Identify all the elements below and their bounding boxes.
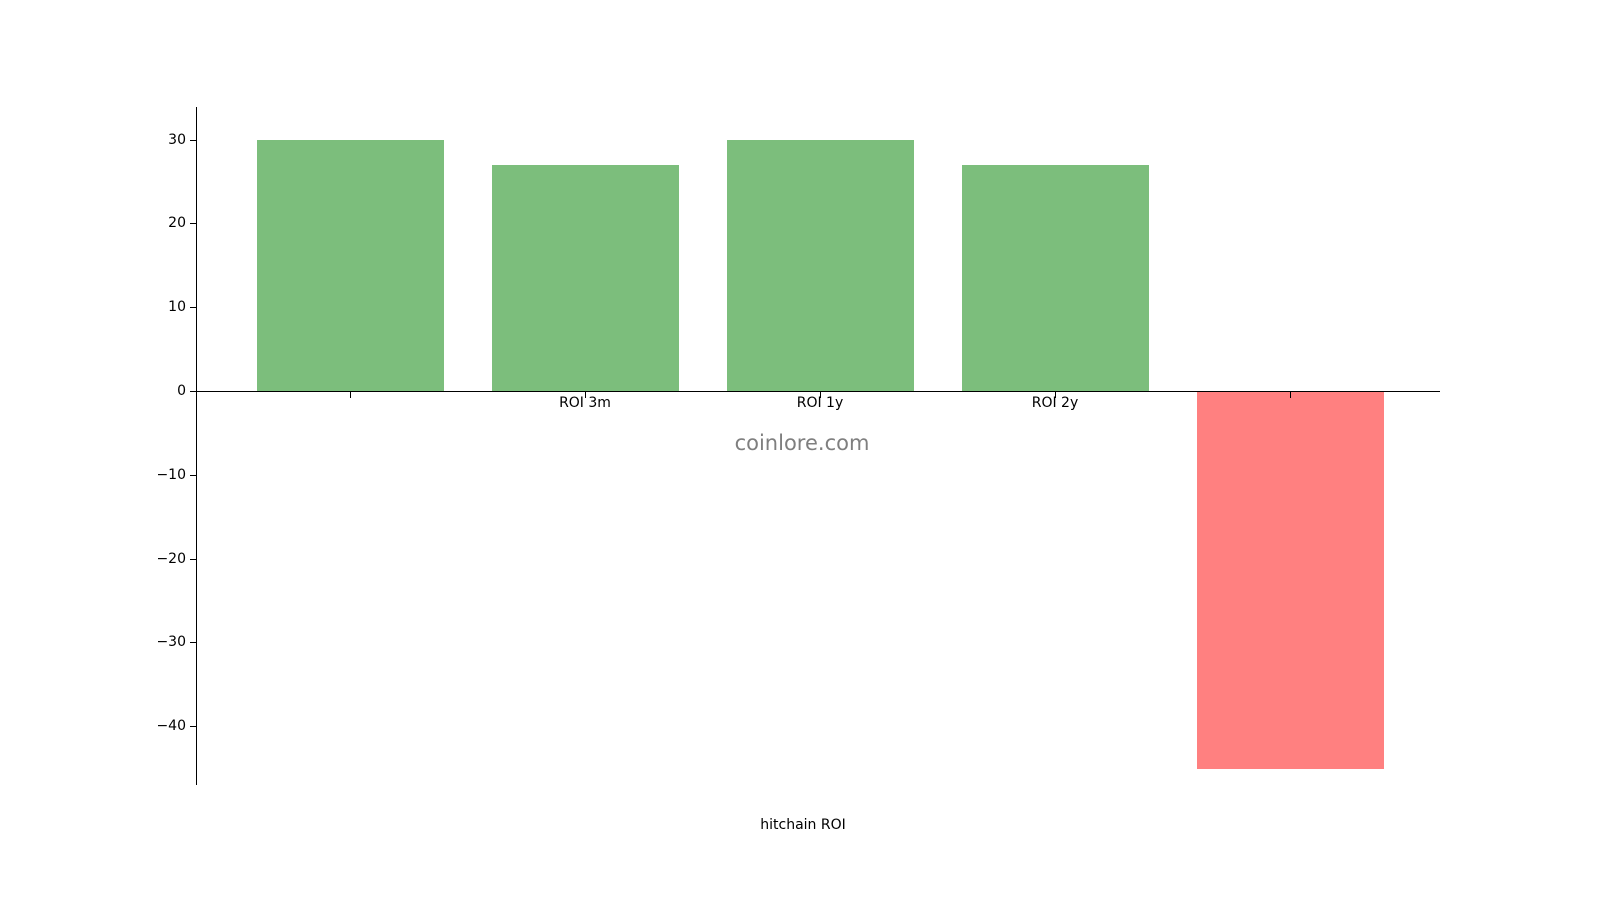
y-tick-mark [190,307,196,308]
y-tick-label: −30 [156,634,186,650]
y-tick-label: 10 [168,299,186,315]
bar-ROI 3m [492,165,679,391]
bar-ROI 2y [962,165,1149,391]
y-tick-mark [190,223,196,224]
x-axis-line [196,391,1440,392]
y-tick-label: 0 [177,383,186,399]
watermark: coinlore.com [734,431,870,455]
y-tick-mark [190,642,196,643]
y-tick-label: 30 [168,132,186,148]
y-tick-label: −20 [156,551,186,567]
y-tick-mark [190,475,196,476]
x-tick-mark [1055,392,1056,398]
chart-title: hitchain ROI [760,817,846,833]
y-tick-label: −10 [156,467,186,483]
x-tick-label: ROI 1y [796,395,844,411]
y-tick-mark [190,559,196,560]
y-tick-mark [190,726,196,727]
x-tick-mark [585,392,586,398]
y-tick-mark [190,140,196,141]
y-tick-mark [190,391,196,392]
y-axis-line [196,107,197,785]
x-tick-label: ROI 2y [1031,395,1079,411]
y-tick-label: −40 [156,718,186,734]
x-tick-mark [820,392,821,398]
bar-ROI 1y [727,140,914,391]
x-tick-mark [1290,392,1291,398]
bar-unlabeled-4 [1197,392,1384,769]
bar-unlabeled-0 [257,140,444,391]
y-tick-label: 20 [168,215,186,231]
x-tick-label: ROI 3m [559,395,611,411]
x-tick-mark [350,392,351,398]
